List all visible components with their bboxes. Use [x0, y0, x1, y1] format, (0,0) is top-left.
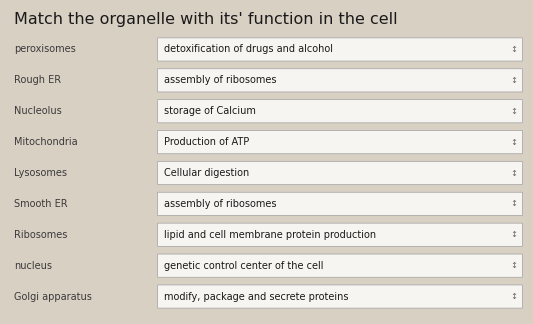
- Text: ↕: ↕: [510, 199, 517, 208]
- Text: assembly of ribosomes: assembly of ribosomes: [164, 75, 277, 85]
- Text: peroxisomes: peroxisomes: [14, 44, 76, 54]
- Text: Cellular digestion: Cellular digestion: [164, 168, 249, 178]
- Text: Nucleolus: Nucleolus: [14, 106, 62, 116]
- Text: nucleus: nucleus: [14, 261, 52, 271]
- Text: Rough ER: Rough ER: [14, 75, 61, 85]
- Text: Golgi apparatus: Golgi apparatus: [14, 292, 92, 302]
- Text: Ribosomes: Ribosomes: [14, 230, 67, 240]
- FancyBboxPatch shape: [157, 192, 522, 215]
- Text: ↕: ↕: [510, 76, 517, 85]
- Text: Match the organelle with its' function in the cell: Match the organelle with its' function i…: [14, 12, 398, 27]
- Text: storage of Calcium: storage of Calcium: [164, 106, 256, 116]
- Text: lipid and cell membrane protein production: lipid and cell membrane protein producti…: [164, 230, 376, 240]
- Text: genetic control center of the cell: genetic control center of the cell: [164, 261, 324, 271]
- Text: ↕: ↕: [510, 45, 517, 54]
- FancyBboxPatch shape: [157, 99, 522, 123]
- FancyBboxPatch shape: [157, 38, 522, 61]
- Text: Smooth ER: Smooth ER: [14, 199, 68, 209]
- FancyBboxPatch shape: [157, 69, 522, 92]
- Text: Production of ATP: Production of ATP: [164, 137, 249, 147]
- Text: Lysosomes: Lysosomes: [14, 168, 67, 178]
- Text: assembly of ribosomes: assembly of ribosomes: [164, 199, 277, 209]
- FancyBboxPatch shape: [157, 161, 522, 185]
- Text: ↕: ↕: [510, 261, 517, 270]
- Text: ↕: ↕: [510, 292, 517, 301]
- FancyBboxPatch shape: [157, 254, 522, 277]
- Text: ↕: ↕: [510, 138, 517, 147]
- Text: ↕: ↕: [510, 230, 517, 239]
- Text: ↕: ↕: [510, 168, 517, 178]
- FancyBboxPatch shape: [157, 223, 522, 246]
- Text: detoxification of drugs and alcohol: detoxification of drugs and alcohol: [164, 44, 333, 54]
- Text: Mitochondria: Mitochondria: [14, 137, 78, 147]
- FancyBboxPatch shape: [157, 285, 522, 308]
- Text: ↕: ↕: [510, 107, 517, 116]
- Text: modify, package and secrete proteins: modify, package and secrete proteins: [164, 292, 349, 302]
- FancyBboxPatch shape: [157, 131, 522, 154]
